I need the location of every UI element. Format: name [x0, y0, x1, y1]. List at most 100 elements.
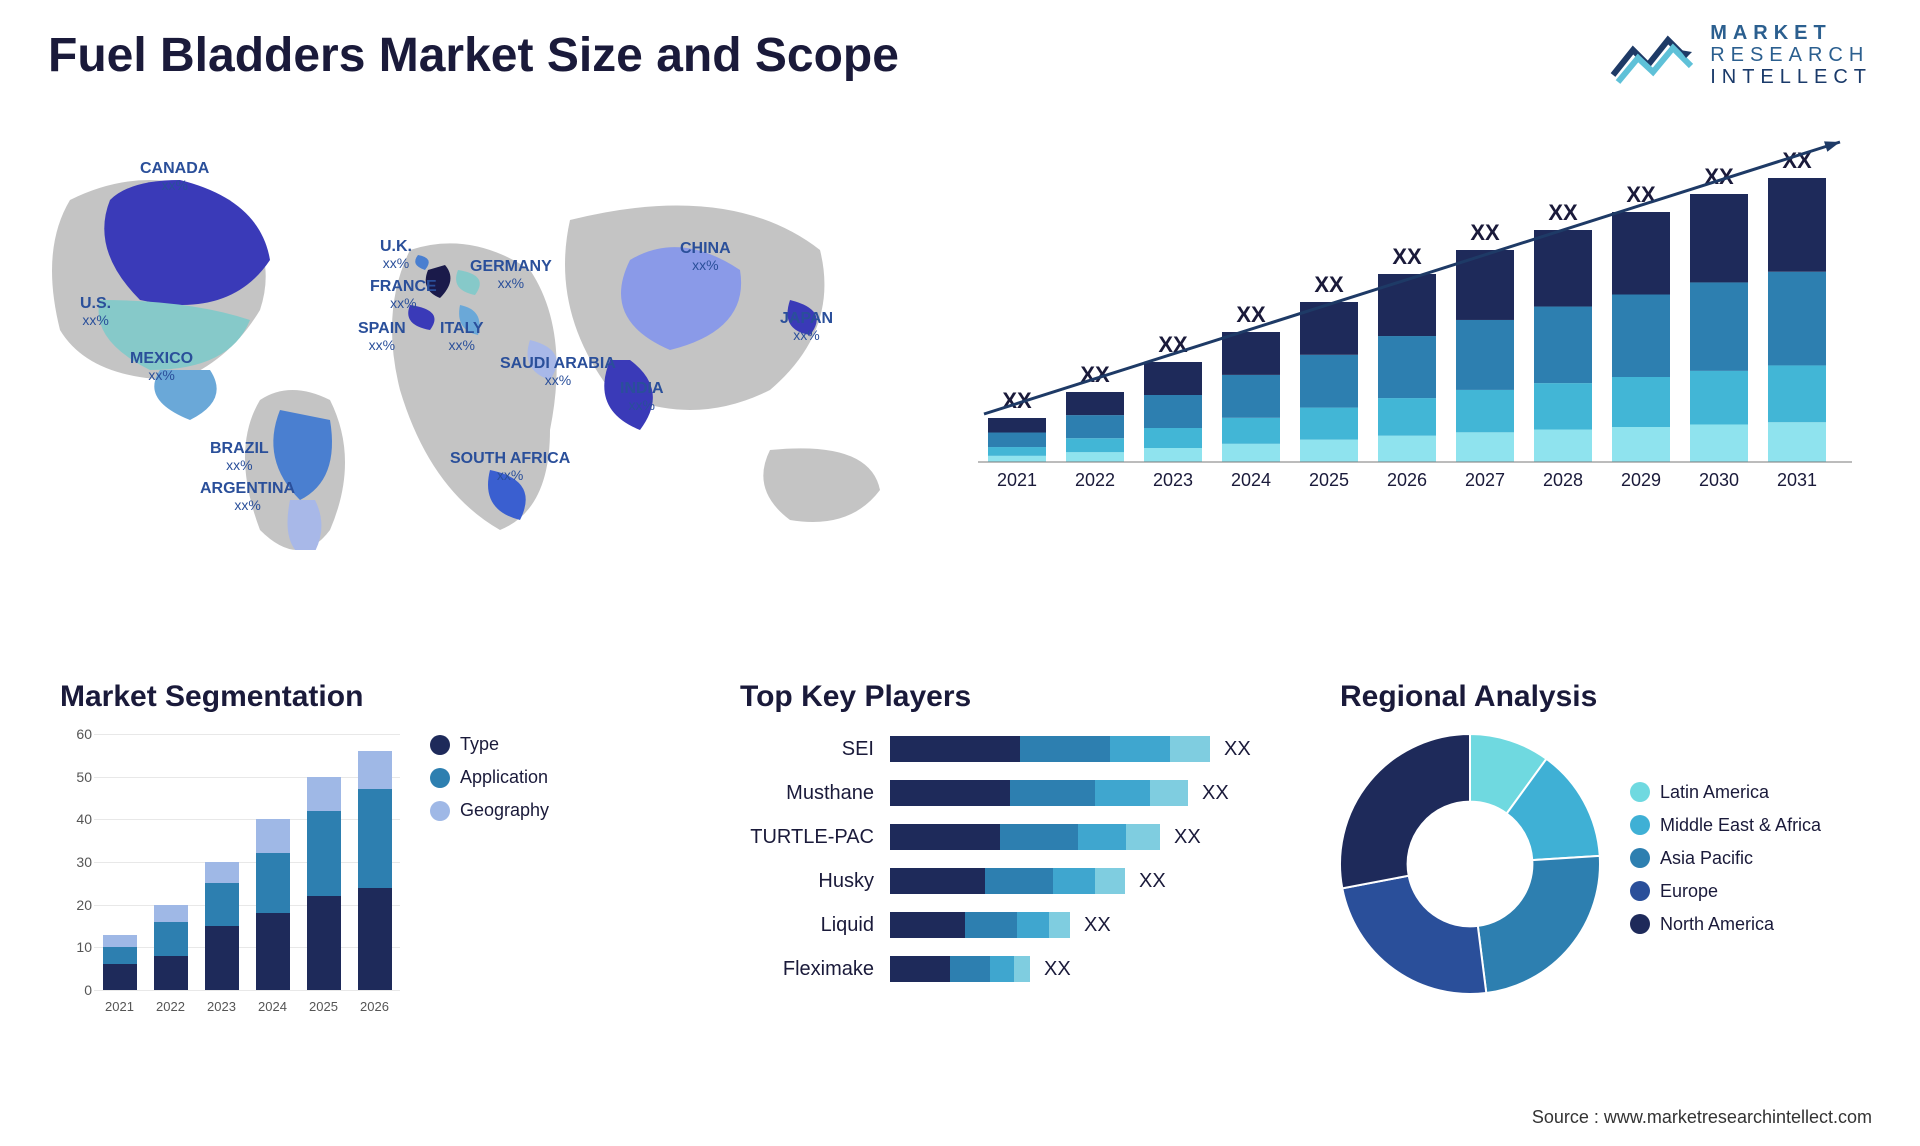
svg-text:2028: 2028	[1543, 470, 1583, 490]
svg-text:XX: XX	[1548, 200, 1578, 225]
logo-line1: MARKET	[1710, 22, 1872, 44]
player-row: Liquid XX	[740, 910, 1280, 940]
country-label: FRANCExx%	[370, 278, 437, 311]
seg-bar	[307, 777, 341, 990]
player-value: XX	[1202, 782, 1229, 805]
legend-item: Latin America	[1630, 782, 1821, 803]
player-bar	[890, 824, 1160, 850]
source-text: Source : www.marketresearchintellect.com	[1532, 1107, 1872, 1128]
regional-donut	[1340, 734, 1600, 994]
player-value: XX	[1044, 958, 1071, 981]
seg-ytick: 50	[76, 769, 92, 785]
legend-item: Middle East & Africa	[1630, 815, 1821, 836]
player-name: TURTLE-PAC	[740, 826, 890, 849]
svg-text:2024: 2024	[1231, 470, 1271, 490]
svg-text:XX: XX	[1392, 244, 1422, 269]
player-name: Fleximake	[740, 958, 890, 981]
seg-xtick: 2025	[309, 999, 338, 1014]
player-name: Husky	[740, 870, 890, 893]
logo-icon	[1608, 20, 1698, 90]
country-label: ARGENTINAxx%	[200, 480, 295, 513]
logo-line3: INTELLECT	[1710, 66, 1872, 88]
seg-xtick: 2023	[207, 999, 236, 1014]
svg-text:2029: 2029	[1621, 470, 1661, 490]
country-label: BRAZILxx%	[210, 440, 269, 473]
svg-text:XX: XX	[1470, 220, 1500, 245]
country-label: SPAINxx%	[358, 320, 406, 353]
svg-text:2022: 2022	[1075, 470, 1115, 490]
player-row: Husky XX	[740, 866, 1280, 896]
legend-item: Europe	[1630, 881, 1821, 902]
country-label: INDIAxx%	[620, 380, 664, 413]
regional-legend: Latin America Middle East & Africa Asia Pa…	[1630, 782, 1821, 947]
regional-title: Regional Analysis	[1340, 680, 1880, 714]
country-label: U.K.xx%	[380, 238, 412, 271]
svg-text:2025: 2025	[1309, 470, 1349, 490]
seg-xtick: 2024	[258, 999, 287, 1014]
country-label: CANADAxx%	[140, 160, 209, 193]
regional-panel: Regional Analysis Latin America Middle Ea…	[1340, 680, 1880, 994]
seg-xtick: 2022	[156, 999, 185, 1014]
player-bar	[890, 956, 1030, 982]
player-bar	[890, 736, 1210, 762]
country-label: GERMANYxx%	[470, 258, 552, 291]
country-label: ITALYxx%	[440, 320, 484, 353]
seg-ytick: 60	[76, 726, 92, 742]
svg-text:2030: 2030	[1699, 470, 1739, 490]
svg-text:XX: XX	[1314, 272, 1344, 297]
seg-bar	[205, 862, 239, 990]
seg-xtick: 2021	[105, 999, 134, 1014]
world-map: CANADAxx% U.S.xx% MEXICOxx% BRAZILxx% ARGENT…	[30, 130, 930, 550]
svg-text:2023: 2023	[1153, 470, 1193, 490]
legend-item: Application	[430, 767, 549, 788]
player-name: Liquid	[740, 914, 890, 937]
svg-text:2026: 2026	[1387, 470, 1427, 490]
player-value: XX	[1224, 738, 1251, 761]
player-name: SEI	[740, 738, 890, 761]
country-label: JAPANxx%	[780, 310, 833, 343]
brand-logo: MARKET RESEARCH INTELLECT	[1608, 20, 1872, 90]
country-label: MEXICOxx%	[130, 350, 193, 383]
players-title: Top Key Players	[740, 680, 1280, 714]
player-bar	[890, 912, 1070, 938]
svg-text:2021: 2021	[997, 470, 1037, 490]
logo-line2: RESEARCH	[1710, 44, 1872, 66]
svg-text:2027: 2027	[1465, 470, 1505, 490]
player-value: XX	[1139, 870, 1166, 893]
country-label: SOUTH AFRICAxx%	[450, 450, 570, 483]
player-bar	[890, 868, 1125, 894]
seg-xtick: 2026	[360, 999, 389, 1014]
segmentation-title: Market Segmentation	[60, 680, 600, 714]
country-label: CHINAxx%	[680, 240, 731, 273]
seg-bar	[103, 935, 137, 990]
player-value: XX	[1084, 914, 1111, 937]
country-label: U.S.xx%	[80, 295, 111, 328]
growth-chart: XX2021XX2022XX2023XX2024XX2025XX2026XX20…	[970, 120, 1860, 500]
country-label: SAUDI ARABIAxx%	[500, 355, 616, 388]
players-panel: Top Key Players SEI XX Musthane XX TURTLE-PA…	[740, 680, 1280, 998]
seg-bar	[256, 819, 290, 990]
legend-item: Type	[430, 734, 549, 755]
legend-item: Geography	[430, 800, 549, 821]
seg-ytick: 0	[84, 982, 92, 998]
seg-ytick: 30	[76, 854, 92, 870]
player-row: SEI XX	[740, 734, 1280, 764]
player-bar	[890, 780, 1188, 806]
player-row: Musthane XX	[740, 778, 1280, 808]
segmentation-legend: Type Application Geography	[430, 734, 549, 833]
page-title: Fuel Bladders Market Size and Scope	[48, 28, 899, 83]
segmentation-panel: Market Segmentation 0 10 20 30 40 50 60 2021 20…	[60, 680, 600, 1014]
segmentation-chart: 0102030405060 202120222023202420252026	[60, 734, 400, 1014]
seg-ytick: 20	[76, 897, 92, 913]
player-name: Musthane	[740, 782, 890, 805]
seg-bar	[154, 905, 188, 990]
svg-text:XX: XX	[1236, 302, 1266, 327]
legend-item: North America	[1630, 914, 1821, 935]
svg-text:2031: 2031	[1777, 470, 1817, 490]
player-row: Fleximake XX	[740, 954, 1280, 984]
seg-ytick: 40	[76, 811, 92, 827]
legend-item: Asia Pacific	[1630, 848, 1821, 869]
seg-ytick: 10	[76, 939, 92, 955]
player-value: XX	[1174, 826, 1201, 849]
seg-bar	[358, 751, 392, 990]
